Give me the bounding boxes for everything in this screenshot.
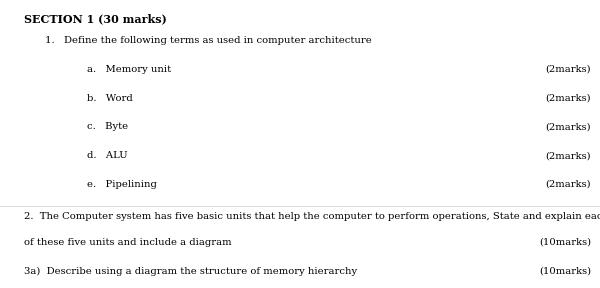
Text: (2marks): (2marks): [545, 94, 591, 103]
Text: 3a)  Describe using a diagram the structure of memory hierarchy: 3a) Describe using a diagram the structu…: [24, 266, 357, 276]
Text: 1.   Define the following terms as used in computer architecture: 1. Define the following terms as used in…: [45, 36, 372, 45]
Text: (2marks): (2marks): [545, 151, 591, 160]
Text: a.   Memory unit: a. Memory unit: [87, 65, 171, 74]
Text: (2marks): (2marks): [545, 65, 591, 74]
Text: (2marks): (2marks): [545, 180, 591, 189]
Text: SECTION 1 (30 marks): SECTION 1 (30 marks): [24, 13, 167, 24]
Text: 2.  The Computer system has five basic units that help the computer to perform o: 2. The Computer system has five basic un…: [24, 212, 600, 221]
Text: d.   ALU: d. ALU: [87, 151, 128, 160]
Text: b.   Word: b. Word: [87, 94, 133, 103]
Text: c.   Byte: c. Byte: [87, 122, 128, 131]
Text: e.   Pipelining: e. Pipelining: [87, 180, 157, 189]
Text: (10marks): (10marks): [539, 238, 591, 247]
Text: (10marks): (10marks): [539, 266, 591, 275]
Text: of these five units and include a diagram: of these five units and include a diagra…: [24, 238, 232, 247]
Text: (2marks): (2marks): [545, 122, 591, 131]
